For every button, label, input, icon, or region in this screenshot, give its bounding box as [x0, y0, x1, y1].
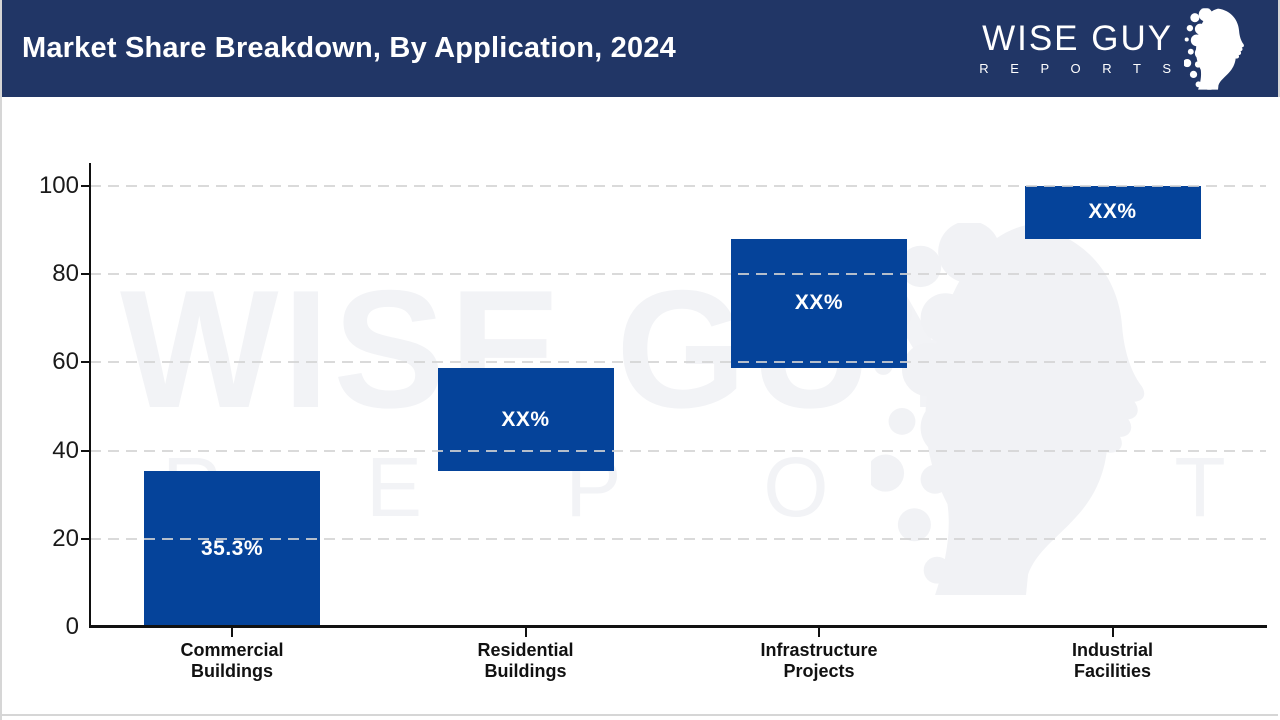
x-tick-mark-commercial-buildings — [231, 628, 233, 637]
y-tick-label-60: 60 — [52, 348, 79, 376]
bar-value-label-industrial-facilities: XX% — [1088, 200, 1137, 224]
y-tick-label-0: 0 — [65, 613, 79, 640]
x-axis-label-industrial-facilities: Industrial Facilities — [1071, 640, 1153, 682]
bar-value-label-residential-buildings: XX% — [501, 407, 550, 431]
y-tick-mark-20 — [81, 537, 90, 540]
y-tick-mark-60 — [81, 361, 90, 364]
x-axis-label-commercial-buildings: Commercial Buildings — [180, 640, 284, 682]
x-axis — [89, 625, 1267, 628]
gridline-100 — [90, 185, 1266, 187]
bar-commercial-buildings: 35.3% — [144, 471, 320, 627]
x-axis-label-residential-buildings: Residential Buildings — [477, 640, 574, 682]
chart-title: Market Share Breakdown, By Application, … — [22, 32, 676, 64]
y-tick-mark-80 — [81, 273, 90, 276]
y-tick-label-20: 20 — [52, 524, 79, 552]
brand-logo: WISE GUY R E P O R T S — [975, 8, 1252, 90]
x-axis-label-infrastructure-projects: Infrastructure Projects — [760, 640, 878, 682]
bar-value-label-infrastructure-projects: XX% — [794, 291, 844, 315]
y-tick-label-80: 80 — [52, 260, 79, 288]
x-tick-mark-industrial-facilities — [1111, 628, 1114, 637]
y-axis — [89, 163, 91, 627]
y-tick-mark-40 — [81, 449, 90, 452]
x-tick-mark-residential-buildings — [524, 628, 527, 637]
bar-infrastructure-projects: XX% — [731, 238, 907, 368]
brand-subname: R E P O R T S — [979, 61, 1180, 76]
header-banner: Market Share Breakdown, By Application, … — [2, 0, 1278, 97]
gridline-40 — [90, 449, 1266, 452]
x-tick-mark-infrastructure-projects — [818, 628, 820, 637]
y-tick-mark-100 — [81, 185, 90, 187]
bar-residential-buildings: XX% — [437, 367, 614, 472]
y-tick-label-40: 40 — [52, 436, 79, 464]
brand-name: WISE GUY — [982, 19, 1174, 58]
bar-industrial-facilities: XX% — [1024, 186, 1201, 239]
chart-area: WISE GUY R E P O R T S 35.3%XX%XX%XX% 02… — [2, 97, 1280, 720]
gridline-20 — [90, 537, 1266, 540]
gridline-60 — [90, 361, 1266, 364]
y-tick-label-100: 100 — [38, 172, 79, 199]
gridline-80 — [90, 273, 1266, 276]
brand-face-icon — [1184, 8, 1252, 90]
brand-logo-text: WISE GUY R E P O R T S — [975, 21, 1180, 76]
bar-value-label-commercial-buildings: 35.3% — [200, 537, 264, 561]
